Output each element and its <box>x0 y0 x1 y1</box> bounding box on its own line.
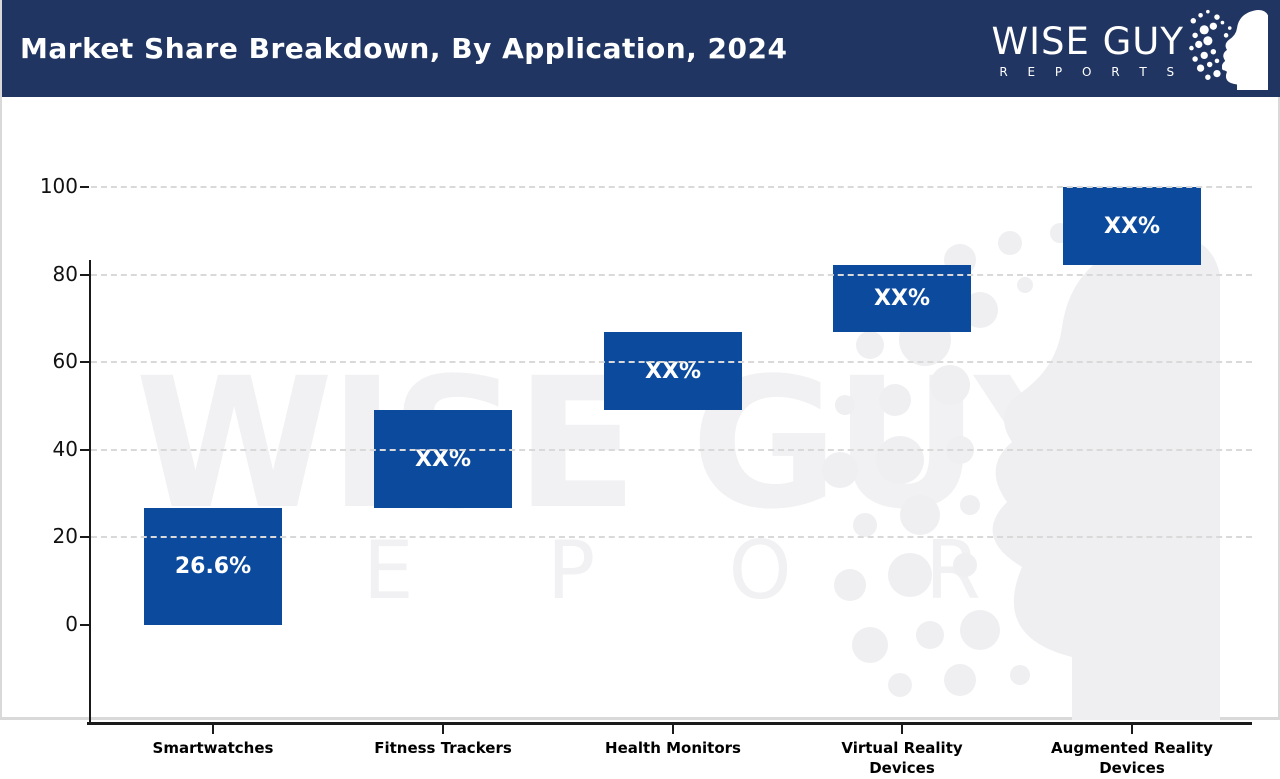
y-tick-label-20: 20 <box>52 524 78 549</box>
y-tick-label-0: 0 <box>65 612 78 636</box>
bar-segment-3: XX% <box>604 331 742 411</box>
gridline-100 <box>91 186 1252 188</box>
y-axis-line <box>89 260 91 725</box>
bar-value-label: XX% <box>415 446 471 472</box>
logo-wordmark: WISE GUY <box>991 19 1184 63</box>
x-tick-mark-3 <box>672 725 674 734</box>
category-label-3: Health Monitors <box>605 739 741 757</box>
y-tick-mark-60 <box>80 361 89 364</box>
bar-segment-4: XX% <box>833 265 971 332</box>
wise-guy-logo: WISE GUY R E P O R T S <box>992 7 1268 91</box>
x-tick-mark-5 <box>1131 725 1133 734</box>
bar-value-label: XX% <box>1104 213 1160 239</box>
y-tick-mark-20 <box>80 536 89 539</box>
y-tick-label-60: 60 <box>52 349 78 374</box>
y-tick-label-80: 80 <box>52 261 78 286</box>
bar-segment-2: XX% <box>374 410 512 509</box>
y-tick-mark-40 <box>80 448 89 451</box>
dotted-profile-face-icon <box>1189 9 1268 90</box>
category-label-5: Augmented Reality Devices <box>1051 739 1213 778</box>
dotted-profile-face-watermark <box>822 223 1220 720</box>
category-label-2: Fitness Trackers <box>374 739 512 757</box>
y-tick-label-40: 40 <box>52 436 78 461</box>
x-tick-mark-2 <box>442 725 444 734</box>
gridline-20 <box>91 536 1252 539</box>
logo-text: WISE GUY R E P O R T S <box>992 23 1184 79</box>
x-axis-line <box>87 722 1252 725</box>
gridline-60 <box>91 361 1252 364</box>
y-tick-mark-0 <box>80 624 89 626</box>
bar-value-label: 26.6% <box>174 554 252 580</box>
y-tick-label-100: 100 <box>39 174 78 198</box>
bar-segment-1: 26.6% <box>144 508 282 625</box>
header-bar: Market Share Breakdown, By Application, … <box>2 0 1280 97</box>
bar-segment-5: XX% <box>1063 187 1201 266</box>
chart-area: WISE GUY R E P O R T S 0 20 40 60 80 100 26.6%… <box>2 97 1280 777</box>
gridline-40 <box>91 448 1252 451</box>
logo-subtitle: R E P O R T S <box>999 64 1183 79</box>
bar-value-label: XX% <box>874 286 930 312</box>
y-tick-mark-100 <box>80 186 89 188</box>
gridline-80 <box>91 273 1252 276</box>
chart-title: Market Share Breakdown, By Application, … <box>20 32 788 65</box>
category-label-4: Virtual Reality Devices <box>841 739 963 778</box>
x-tick-mark-1 <box>212 725 214 734</box>
x-tick-mark-4 <box>901 725 903 734</box>
y-tick-mark-80 <box>80 273 89 276</box>
category-label-1: Smartwatches <box>152 739 274 757</box>
